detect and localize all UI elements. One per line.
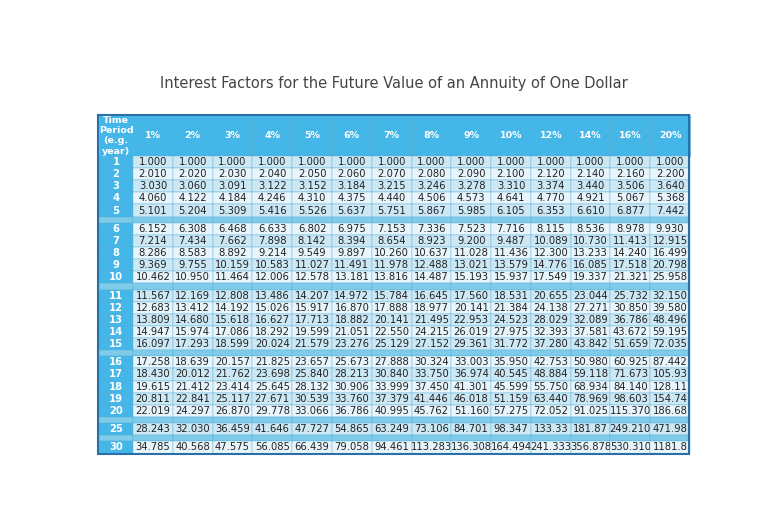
Text: Interest Factors for the Future Value of an Annuity of One Dollar: Interest Factors for the Future Value of… <box>160 76 627 90</box>
